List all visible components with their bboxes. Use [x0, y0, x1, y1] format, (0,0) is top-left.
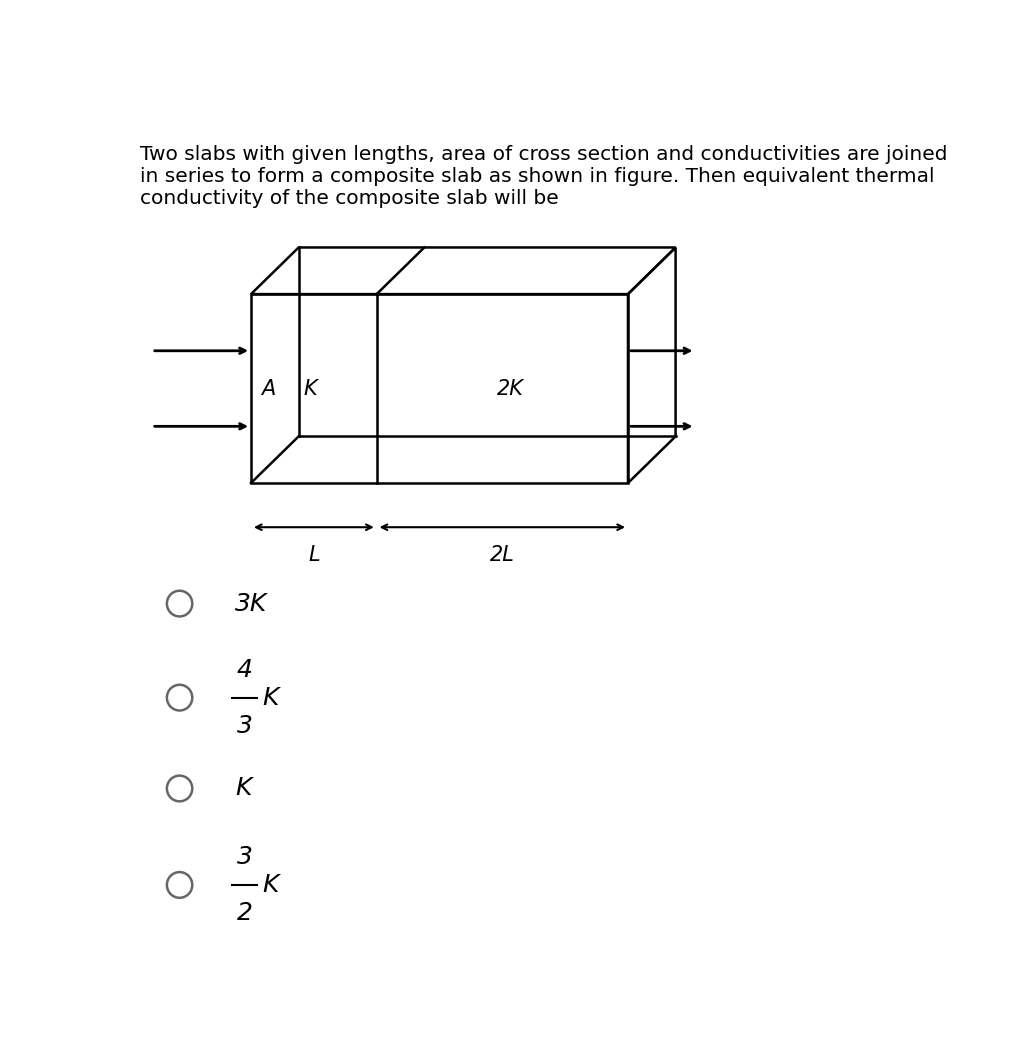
Text: 3: 3 — [237, 845, 253, 869]
Text: 2L: 2L — [489, 545, 515, 565]
Text: A: A — [261, 379, 275, 399]
Text: L: L — [308, 545, 319, 565]
Text: K: K — [304, 379, 317, 399]
Text: 3K: 3K — [236, 592, 267, 616]
Text: Two slabs with given lengths, area of cross section and conductivities are joine: Two slabs with given lengths, area of cr… — [140, 145, 947, 209]
Text: K: K — [262, 873, 279, 897]
Text: K: K — [236, 777, 252, 801]
Text: 3: 3 — [237, 714, 253, 738]
Text: 4: 4 — [237, 658, 253, 682]
Text: 2K: 2K — [497, 379, 523, 399]
Text: K: K — [262, 686, 279, 710]
Text: 2: 2 — [237, 901, 253, 925]
